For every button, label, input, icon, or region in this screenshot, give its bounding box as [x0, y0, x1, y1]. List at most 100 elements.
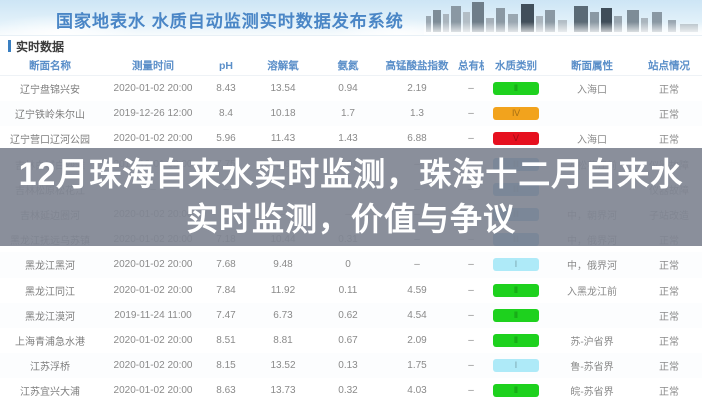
- total-organic-carbon-value: –: [468, 309, 474, 321]
- station-status: 正常: [659, 311, 679, 323]
- ph-value: 7.84: [216, 284, 236, 296]
- table-row[interactable]: 上海青浦急水港 2020-01-02 20:00 8.51 8.81 0.67 …: [0, 328, 702, 353]
- water-quality-badge: Ⅰ: [493, 359, 539, 373]
- headline-line-1: 12月珠海自来水实时监测，珠海十二月自来水: [18, 156, 684, 192]
- permanganate-index-value: 2.09: [407, 334, 427, 346]
- measure-time: 2020-01-02 20:00: [113, 385, 193, 397]
- ammonia-nitrogen-value: 1.43: [338, 133, 358, 145]
- station-status: 正常: [659, 362, 679, 374]
- measure-time: 2019-11-24 11:00: [114, 309, 192, 321]
- water-quality-category-cell: Ⅱ: [484, 384, 548, 398]
- dissolved-oxygen-value: 9.48: [273, 259, 293, 271]
- dissolved-oxygen-value: 11.92: [270, 284, 296, 296]
- station-name: 辽宁铁岭朱尔山: [15, 110, 85, 122]
- water-quality-category-cell: Ⅱ: [484, 283, 548, 297]
- total-organic-carbon-value: –: [468, 334, 474, 346]
- table-row[interactable]: 江苏浮桥 2020-01-02 20:00 8.15 13.52 0.13 1.…: [0, 353, 702, 379]
- ammonia-nitrogen-value: 0.32: [338, 385, 358, 397]
- ammonia-nitrogen-value: 0.94: [338, 83, 358, 95]
- column-header: 高锰酸盐指数: [385, 60, 449, 72]
- dissolved-oxygen-value: 13.52: [270, 360, 296, 372]
- table-row[interactable]: 辽宁铁岭朱尔山 2019-12-26 12:00 8.4 10.18 1.7 1…: [0, 101, 702, 127]
- column-header: 总有机碳: [458, 60, 484, 72]
- column-header: 站点情况: [648, 60, 690, 72]
- measure-time: 2020-01-02 20:00: [113, 83, 193, 95]
- table-header-row: 断面名称 测量时间 pH 溶解氧 氨氮 高锰酸盐指数总有机碳水质类别 断面属性 站点情况: [0, 56, 702, 76]
- column-header: 断面名称: [29, 60, 71, 72]
- total-organic-carbon-value: –: [468, 83, 474, 95]
- water-quality-badge: Ⅱ: [493, 283, 539, 297]
- permanganate-index-value: 4.54: [407, 309, 427, 321]
- section-attribute: 入海口: [577, 135, 607, 147]
- permanganate-index-value: 2.19: [407, 83, 427, 95]
- water-quality-badge: Ⅱ: [493, 333, 539, 347]
- ph-value: 8.15: [216, 360, 236, 372]
- water-quality-badge: Ⅴ: [493, 132, 539, 146]
- system-title: 国家地表水 水质自动监测实时数据发布系统: [56, 12, 404, 31]
- ph-value: 8.43: [216, 83, 236, 95]
- station-name: 黑龙江漠河: [25, 311, 75, 323]
- water-quality-category-cell: Ⅱ: [484, 308, 548, 322]
- measure-time: 2020-01-02 20:00: [113, 259, 193, 271]
- column-header: 氨氮: [337, 60, 359, 72]
- total-organic-carbon-value: –: [468, 108, 474, 120]
- table-row[interactable]: 黑龙江黑河 2020-01-02 20:00 7.68 9.48 0 – – Ⅰ…: [0, 252, 702, 278]
- measure-time: 2020-01-02 20:00: [113, 133, 193, 145]
- water-quality-category-cell: Ⅱ: [484, 333, 548, 347]
- column-header: pH: [219, 59, 233, 72]
- measure-time: 2019-12-26 12:00: [113, 108, 193, 120]
- ammonia-nitrogen-value: 0: [345, 259, 351, 271]
- section-attribute: 入海口: [577, 85, 607, 97]
- water-quality-category-cell: Ⅱ: [484, 82, 548, 96]
- permanganate-index-value: 6.88: [407, 133, 427, 145]
- section-attribute: 鲁-苏省界: [570, 362, 614, 374]
- ammonia-nitrogen-value: 0.11: [338, 284, 358, 296]
- table-row[interactable]: 辽宁营口辽河公园 2020-01-02 20:00 5.96 11.43 1.4…: [0, 126, 702, 151]
- dissolved-oxygen-value: 13.73: [270, 385, 296, 397]
- dissolved-oxygen-value: 10.18: [270, 108, 296, 120]
- total-organic-carbon-value: –: [468, 385, 474, 397]
- section-accent-bar: [8, 40, 11, 52]
- station-status: 正常: [659, 387, 679, 399]
- section-header: 实时数据: [0, 38, 702, 54]
- station-name: 江苏浮桥: [30, 362, 70, 374]
- water-quality-badge: Ⅱ: [493, 384, 539, 398]
- column-header: 测量时间: [132, 60, 174, 72]
- top-banner: 国家地表水 水质自动监测实时数据发布系统: [0, 0, 702, 36]
- dissolved-oxygen-value: 13.54: [270, 83, 296, 95]
- table-row[interactable]: 江苏宜兴大浦 2020-01-02 20:00 8.63 13.73 0.32 …: [0, 378, 702, 400]
- station-status: 正常: [659, 85, 679, 97]
- water-quality-category-cell: Ⅴ: [484, 132, 548, 146]
- table-row[interactable]: 黑龙江漠河 2019-11-24 11:00 7.47 6.73 0.62 4.…: [0, 302, 702, 328]
- station-name: 黑龙江黑河: [25, 261, 75, 273]
- station-name: 上海青浦急水港: [15, 336, 85, 348]
- table-row[interactable]: 黑龙江同江 2020-01-02 20:00 7.84 11.92 0.11 4…: [0, 278, 702, 303]
- ammonia-nitrogen-value: 0.13: [338, 360, 358, 372]
- dissolved-oxygen-value: 8.81: [273, 334, 293, 346]
- section-attribute: 中，俄界河: [567, 261, 617, 273]
- measure-time: 2020-01-02 20:00: [113, 334, 193, 346]
- water-quality-category-cell: Ⅳ: [484, 107, 548, 121]
- station-name: 黑龙江同江: [25, 286, 75, 298]
- station-name: 辽宁营口辽河公园: [10, 135, 90, 147]
- total-organic-carbon-value: –: [468, 284, 474, 296]
- column-header: 水质类别: [495, 60, 537, 72]
- water-quality-badge: Ⅱ: [493, 308, 539, 322]
- ph-value: 8.51: [216, 334, 236, 346]
- ph-value: 5.96: [216, 133, 236, 145]
- station-name: 辽宁盘锦兴安: [20, 85, 80, 97]
- total-organic-carbon-value: –: [468, 259, 474, 271]
- permanganate-index-value: 1.75: [407, 360, 427, 372]
- water-quality-badge: Ⅰ: [493, 258, 539, 272]
- total-organic-carbon-value: –: [468, 360, 474, 372]
- permanganate-index-value: –: [414, 259, 420, 271]
- section-title: 实时数据: [16, 39, 65, 54]
- station-status: 正常: [659, 336, 679, 348]
- total-organic-carbon-value: –: [468, 133, 474, 145]
- column-header: 断面属性: [571, 60, 613, 72]
- table-row[interactable]: 辽宁盘锦兴安 2020-01-02 20:00 8.43 13.54 0.94 …: [0, 76, 702, 101]
- ammonia-nitrogen-value: 0.62: [338, 309, 358, 321]
- headline-line-2: 实时监测，价值与争议: [185, 201, 516, 237]
- ph-value: 8.4: [219, 108, 233, 120]
